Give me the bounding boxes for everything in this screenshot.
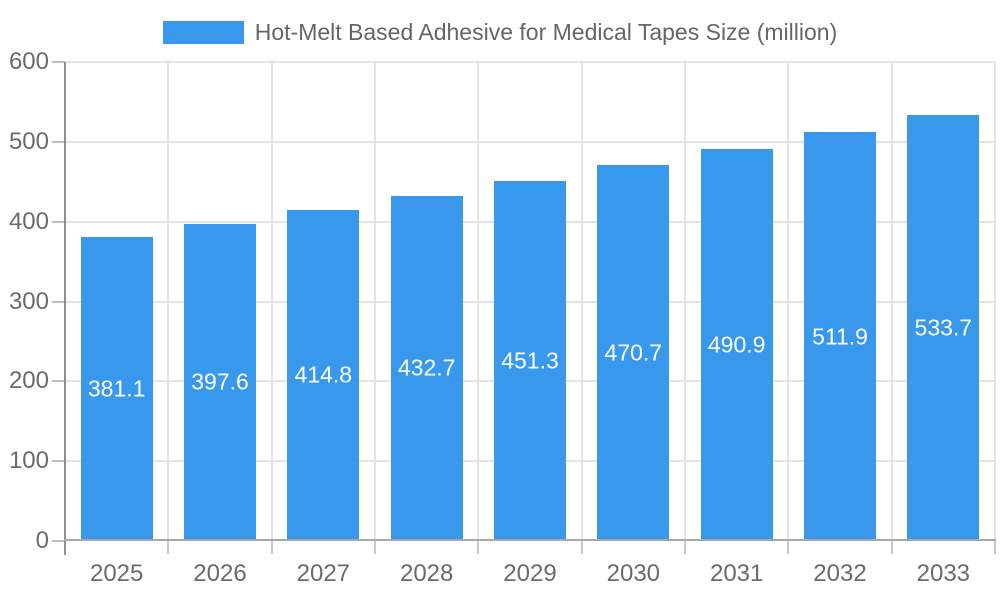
y-tick-label: 0: [35, 527, 49, 554]
plot-area: 0 100 200 300 400 500 600 381.1 2025 397.6 2026 414…: [9, 50, 996, 587]
gridline-vertical: [270, 62, 273, 541]
y-axis-tick: [52, 380, 65, 383]
gridline-vertical: [684, 62, 686, 541]
x-tick-label: 2032: [813, 560, 867, 587]
x-axis-tick: [477, 541, 480, 554]
gridline-horizontal: [65, 61, 995, 63]
y-tick-label: 400: [8, 207, 49, 235]
y-axis-tick: [52, 61, 65, 63]
bar-value-label: 490.9: [707, 331, 766, 358]
y-tick-label: 500: [8, 127, 49, 155]
x-tick-label: 2029: [503, 560, 557, 587]
y-axis-tick: [52, 220, 65, 223]
x-tick-label: 2025: [89, 560, 144, 587]
gridline-vertical: [787, 62, 790, 541]
bar[interactable]: 490.9: [700, 149, 773, 541]
bar[interactable]: 397.6: [184, 223, 256, 541]
x-tick-label: 2030: [606, 560, 661, 587]
y-tick-label: 200: [8, 367, 49, 395]
bar[interactable]: 533.7: [907, 114, 980, 541]
x-axis-tick: [374, 541, 376, 554]
x-axis-tick: [994, 541, 996, 554]
legend-swatch[interactable]: [162, 20, 244, 44]
y-tick-label: 100: [8, 447, 49, 475]
x-axis-tick: [580, 541, 583, 554]
x-axis-tick: [167, 541, 170, 554]
gridline-vertical: [477, 62, 480, 541]
y-axis-tick: [52, 540, 65, 542]
y-axis-tick: [52, 460, 65, 463]
y-tick-label: 300: [8, 287, 49, 315]
bar[interactable]: 414.8: [287, 209, 360, 541]
gridline-vertical: [167, 62, 170, 541]
bar[interactable]: 381.1: [80, 236, 153, 541]
x-tick-label: 2031: [709, 560, 764, 587]
x-tick-label: 2028: [399, 560, 454, 587]
gridline-vertical: [580, 62, 583, 541]
bar-value-label: 397.6: [191, 368, 249, 395]
x-tick-label: 2033: [916, 560, 971, 587]
x-axis-tick: [787, 541, 790, 554]
x-axis-tick: [890, 541, 893, 554]
y-axis-tick: [52, 140, 65, 143]
legend-label[interactable]: Hot-Melt Based Adhesive for Medical Tape…: [254, 18, 838, 45]
bar-value-label: 451.3: [501, 347, 559, 374]
y-tick-label: 600: [8, 48, 49, 75]
x-axis-line: [64, 539, 996, 541]
y-axis-tick: [52, 300, 65, 303]
x-tick-label: 2027: [296, 560, 351, 587]
gridline-vertical: [994, 62, 996, 541]
legend: Hot-Melt Based Adhesive for Medical Tape…: [0, 18, 1000, 46]
gridline-horizontal: [65, 140, 995, 143]
bar-value-label: 414.8: [294, 361, 353, 388]
gridline-vertical: [374, 62, 376, 541]
bar-value-label: 511.9: [812, 323, 868, 350]
bar[interactable]: 470.7: [597, 165, 670, 541]
bar-value-label: 381.1: [87, 375, 146, 402]
bar[interactable]: 511.9: [804, 132, 876, 541]
x-axis-tick: [684, 541, 686, 554]
bar[interactable]: 451.3: [494, 180, 566, 541]
x-axis-tick: [270, 541, 273, 554]
bar-value-label: 470.7: [604, 339, 663, 366]
y-axis-line: [64, 62, 66, 555]
bar[interactable]: 432.7: [390, 195, 463, 541]
x-tick-label: 2026: [193, 560, 247, 587]
bar-value-label: 533.7: [914, 314, 973, 341]
gridline-vertical: [890, 62, 893, 541]
bar-value-label: 432.7: [397, 354, 456, 381]
